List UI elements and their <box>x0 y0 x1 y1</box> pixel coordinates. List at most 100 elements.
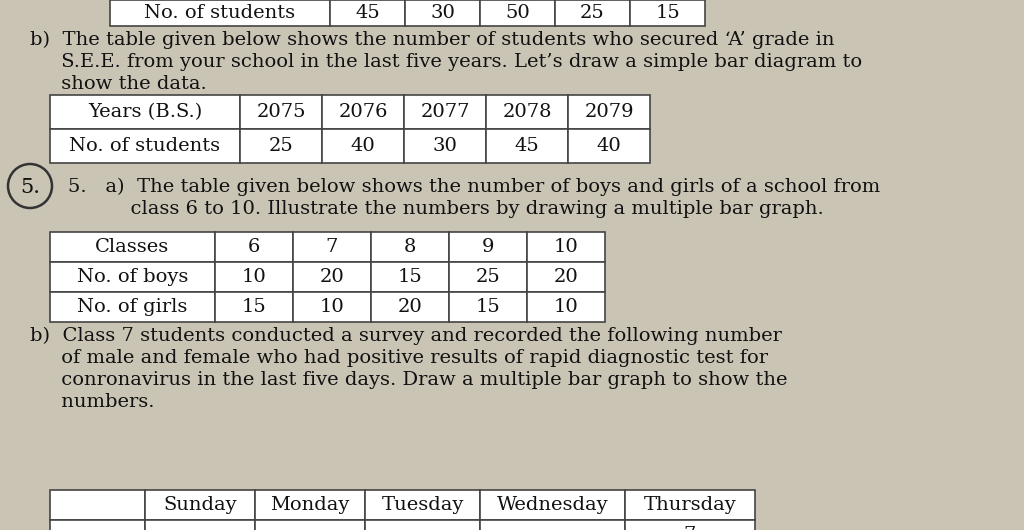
Bar <box>365 490 480 520</box>
Bar <box>480 490 625 520</box>
Text: b)  Class 7 students conducted a survey and recorded the following number: b) Class 7 students conducted a survey a… <box>30 327 782 345</box>
Bar <box>240 95 322 129</box>
Text: 7: 7 <box>326 238 338 256</box>
Text: No. of boys: No. of boys <box>77 268 188 286</box>
Bar <box>568 129 650 163</box>
Text: 50: 50 <box>505 4 529 22</box>
Text: numbers.: numbers. <box>30 393 155 411</box>
Text: Tuesday: Tuesday <box>381 496 464 514</box>
Text: 9: 9 <box>481 238 495 256</box>
Text: 2078: 2078 <box>502 103 552 121</box>
Text: 6: 6 <box>248 238 260 256</box>
Text: 10: 10 <box>319 298 344 316</box>
Bar <box>449 262 527 292</box>
Text: 15: 15 <box>397 268 422 286</box>
Text: 7: 7 <box>684 526 696 530</box>
Bar <box>293 262 371 292</box>
Text: 2077: 2077 <box>420 103 470 121</box>
Text: Thursday: Thursday <box>644 496 736 514</box>
Bar <box>630 0 705 26</box>
Text: Monday: Monday <box>270 496 349 514</box>
Bar <box>50 129 240 163</box>
Bar <box>371 262 449 292</box>
Text: 10: 10 <box>242 268 266 286</box>
Text: 25: 25 <box>581 4 605 22</box>
Text: 40: 40 <box>597 137 622 155</box>
Text: 5.: 5. <box>20 178 40 197</box>
Text: Classes: Classes <box>95 238 170 256</box>
Bar <box>365 520 480 530</box>
Bar <box>215 232 293 262</box>
Bar <box>50 232 215 262</box>
Text: class 6 to 10. Illustrate the numbers by drawing a multiple bar graph.: class 6 to 10. Illustrate the numbers by… <box>68 200 823 218</box>
Bar <box>486 129 568 163</box>
Text: 10: 10 <box>554 238 579 256</box>
Text: 8: 8 <box>403 238 416 256</box>
Text: 45: 45 <box>355 4 380 22</box>
Text: 15: 15 <box>655 4 680 22</box>
Bar <box>480 0 555 26</box>
Bar <box>50 520 145 530</box>
Text: 40: 40 <box>350 137 376 155</box>
Bar <box>293 232 371 262</box>
Bar <box>110 0 330 26</box>
Text: 30: 30 <box>432 137 458 155</box>
Text: No. of students: No. of students <box>70 137 220 155</box>
Text: Years (B.S.): Years (B.S.) <box>88 103 202 121</box>
Bar <box>145 520 255 530</box>
Bar <box>480 520 625 530</box>
Text: 10: 10 <box>554 298 579 316</box>
Text: 2075: 2075 <box>256 103 306 121</box>
Text: 30: 30 <box>430 4 455 22</box>
Text: 45: 45 <box>515 137 540 155</box>
Bar <box>568 95 650 129</box>
Text: Wednesday: Wednesday <box>497 496 608 514</box>
Bar <box>404 95 486 129</box>
Text: b)  The table given below shows the number of students who secured ‘A’ grade in: b) The table given below shows the numbe… <box>30 31 835 49</box>
Bar <box>50 262 215 292</box>
Bar <box>406 0 480 26</box>
Bar <box>322 129 404 163</box>
Bar <box>449 292 527 322</box>
Bar <box>449 232 527 262</box>
Bar <box>486 95 568 129</box>
Text: 20: 20 <box>397 298 422 316</box>
Bar <box>404 129 486 163</box>
Bar <box>255 520 365 530</box>
Text: of male and female who had positive results of rapid diagnostic test for: of male and female who had positive resu… <box>30 349 768 367</box>
Text: No. of girls: No. of girls <box>78 298 187 316</box>
Text: 15: 15 <box>475 298 501 316</box>
Bar <box>527 292 605 322</box>
Bar <box>50 292 215 322</box>
Bar <box>215 262 293 292</box>
Text: 5.   a)  The table given below shows the number of boys and girls of a school fr: 5. a) The table given below shows the nu… <box>68 178 881 196</box>
Bar <box>293 292 371 322</box>
Text: 25: 25 <box>475 268 501 286</box>
Bar <box>50 490 145 520</box>
Text: S.E.E. from your school in the last five years. Let’s draw a simple bar diagram : S.E.E. from your school in the last five… <box>30 53 862 71</box>
Text: 20: 20 <box>554 268 579 286</box>
Text: 2076: 2076 <box>338 103 388 121</box>
Bar <box>527 232 605 262</box>
Bar <box>371 232 449 262</box>
Text: 20: 20 <box>319 268 344 286</box>
Text: conronavirus in the last five days. Draw a multiple bar graph to show the: conronavirus in the last five days. Draw… <box>30 371 787 389</box>
Text: Sunday: Sunday <box>163 496 237 514</box>
Bar <box>555 0 630 26</box>
Text: No. of students: No. of students <box>144 4 296 22</box>
Text: 15: 15 <box>242 298 266 316</box>
Text: 2079: 2079 <box>584 103 634 121</box>
Text: 25: 25 <box>268 137 293 155</box>
Bar <box>625 490 755 520</box>
Bar <box>145 490 255 520</box>
Bar <box>215 292 293 322</box>
Bar <box>371 292 449 322</box>
Bar <box>255 490 365 520</box>
Bar <box>330 0 406 26</box>
Bar <box>625 520 755 530</box>
Bar <box>50 95 240 129</box>
Bar <box>322 95 404 129</box>
Bar <box>240 129 322 163</box>
Text: show the data.: show the data. <box>30 75 207 93</box>
Bar <box>527 262 605 292</box>
